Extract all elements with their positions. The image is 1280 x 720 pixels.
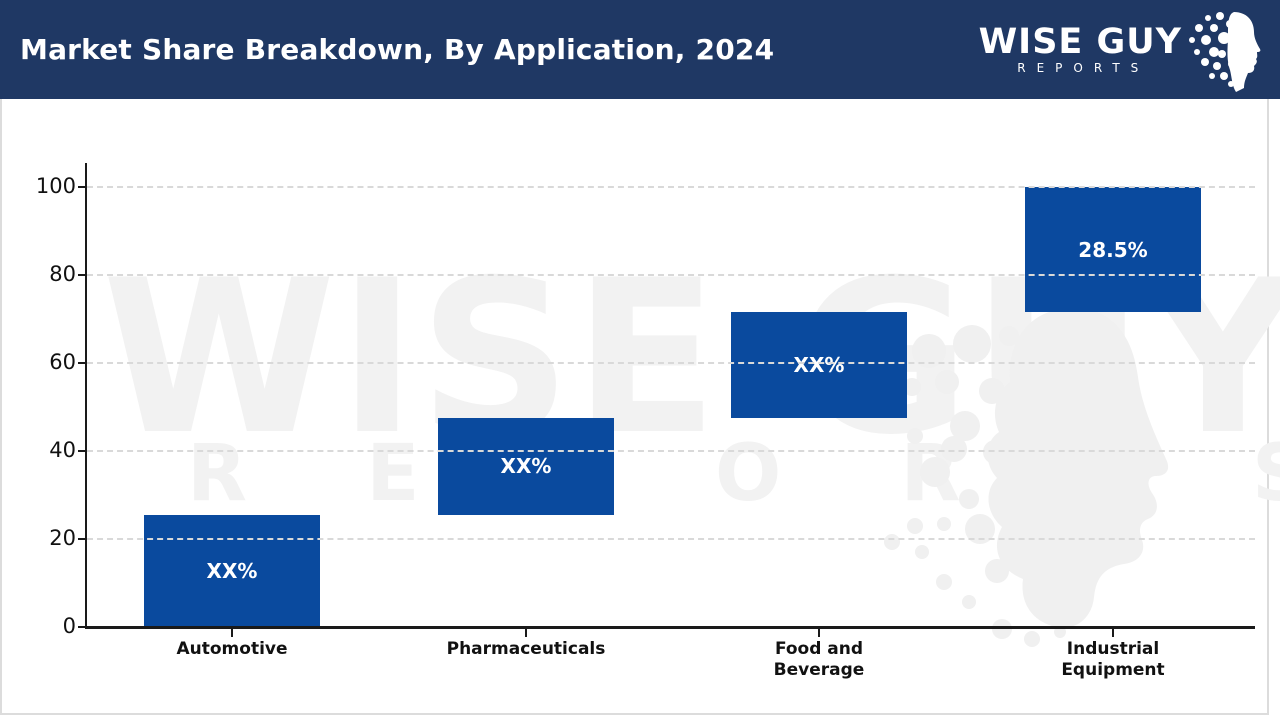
- y-tick-mark-40: [78, 450, 87, 452]
- y-tick-mark-0: [78, 626, 87, 628]
- x-category-label-3: Industrial Equipment: [1061, 639, 1165, 680]
- y-tick-label-0: 0: [62, 614, 76, 638]
- brand-name: WISE GUY: [978, 21, 1182, 62]
- page-title: Market Share Breakdown, By Application, …: [20, 33, 775, 66]
- y-tick-mark-20: [78, 538, 87, 540]
- brand-logo: WISE GUY REPORTS: [979, 6, 1262, 94]
- bar-value-label: 28.5%: [1078, 237, 1148, 262]
- bar-value-label: XX%: [793, 353, 845, 378]
- y-tick-mark-80: [78, 274, 87, 276]
- bar-automotive: XX%: [144, 514, 320, 627]
- bar-industrial-equipment: 28.5%: [1025, 187, 1201, 313]
- y-tick-mark-60: [78, 362, 87, 364]
- y-tick-label-60: 60: [49, 350, 76, 374]
- x-tick-mark-2: [818, 628, 820, 637]
- y-tick-label-40: 40: [49, 438, 76, 462]
- gridline-60: [87, 362, 1255, 364]
- x-category-label-0: Automotive: [176, 639, 288, 659]
- y-tick-label-100: 100: [35, 174, 76, 198]
- x-tick-mark-3: [1112, 628, 1114, 637]
- x-category-label-1: Pharmaceuticals: [446, 639, 606, 659]
- gridline-100: [87, 186, 1255, 188]
- y-tick-label-20: 20: [49, 526, 76, 550]
- x-tick-mark-1: [525, 628, 527, 637]
- gridline-80: [87, 274, 1255, 276]
- y-tick-label-80: 80: [49, 262, 76, 286]
- x-tick-mark-0: [231, 628, 233, 637]
- bar-pharmaceuticals: XX%: [438, 418, 614, 515]
- brand-subtitle: REPORTS: [1017, 60, 1150, 75]
- gridline-40: [87, 450, 1255, 452]
- brand-head-icon: [1189, 11, 1261, 92]
- brand-logo-text: WISE GUY REPORTS: [979, 24, 1182, 76]
- y-tick-mark-100: [78, 186, 87, 188]
- bar-food-and-beverage: XX%: [731, 312, 907, 418]
- chart-panel: WISE GUY R E P O R T S 0 20 40 60 80 100 XX% Au…: [0, 99, 1280, 715]
- bar-value-label: XX%: [500, 454, 552, 479]
- y-axis-line: [85, 163, 87, 629]
- x-category-label-2: Food and Beverage: [773, 639, 865, 680]
- watermark-subtext: R E P O R T S: [187, 429, 1280, 519]
- x-axis-line: [85, 626, 1255, 629]
- bar-value-label: XX%: [206, 558, 258, 583]
- gridline-20: [87, 538, 1255, 540]
- header-bar: Market Share Breakdown, By Application, …: [0, 0, 1280, 99]
